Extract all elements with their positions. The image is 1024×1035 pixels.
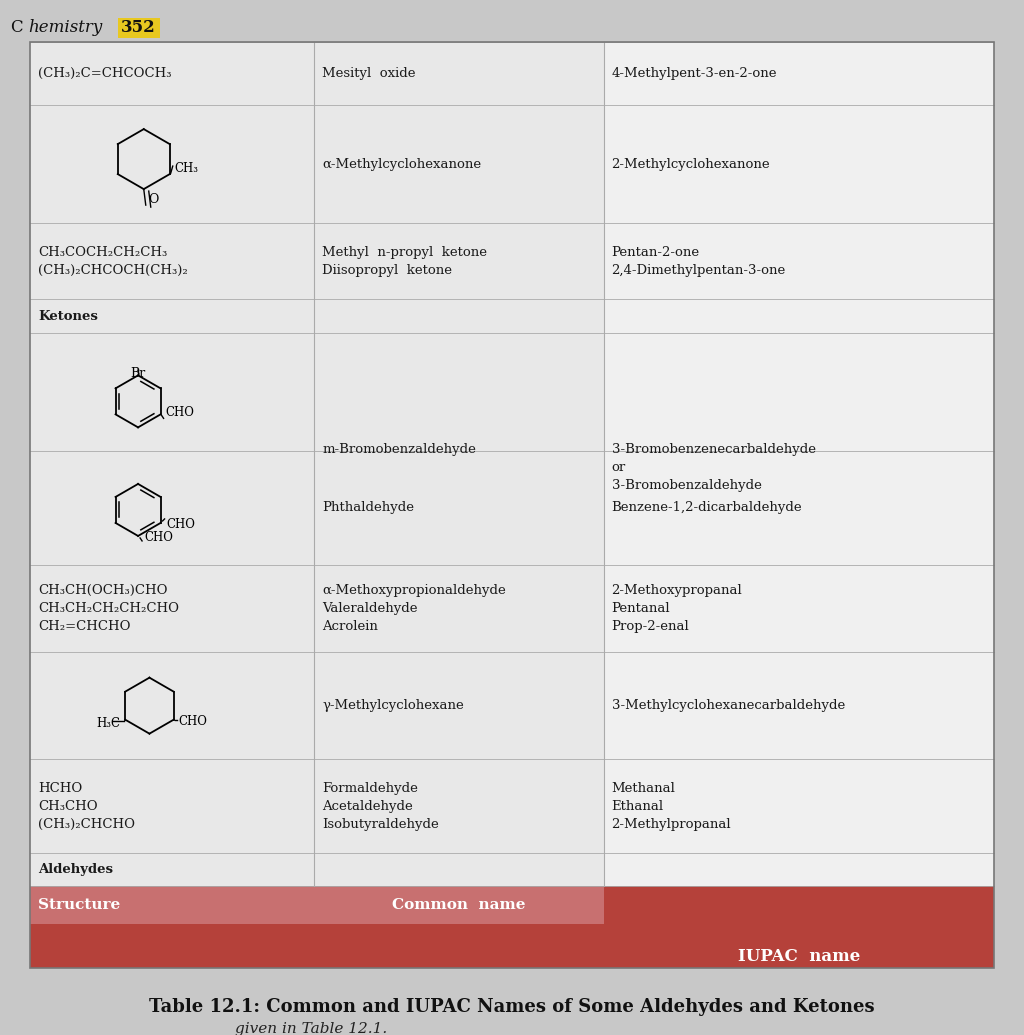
- Text: C: C: [10, 20, 23, 36]
- Text: Methanal
Ethanal
2-Methylpropanal: Methanal Ethanal 2-Methylpropanal: [611, 781, 731, 831]
- Text: CHO: CHO: [179, 715, 208, 729]
- Text: hemistry: hemistry: [28, 20, 102, 36]
- Text: Ketones: Ketones: [38, 309, 98, 323]
- Text: m-Bromobenzaldehyde: m-Bromobenzaldehyde: [323, 443, 476, 455]
- Text: 2-Methylcyclohexanone: 2-Methylcyclohexanone: [611, 157, 770, 171]
- Text: Aldehydes: Aldehydes: [38, 863, 113, 877]
- Text: CH₃CH(OCH₃)CHO
CH₃CH₂CH₂CH₂CHO
CH₂=CHCHO: CH₃CH(OCH₃)CHO CH₃CH₂CH₂CH₂CHO CH₂=CHCHO: [38, 584, 179, 633]
- Text: IUPAC  name: IUPAC name: [737, 948, 860, 965]
- Text: α-Methylcyclohexanone: α-Methylcyclohexanone: [323, 157, 481, 171]
- Text: CHO: CHO: [144, 531, 173, 544]
- Text: 352: 352: [121, 20, 156, 36]
- Text: Common  name: Common name: [392, 898, 525, 912]
- Text: CH₃COCH₂CH₂CH₃
(CH₃)₂CHCOCH(CH₃)₂: CH₃COCH₂CH₂CH₃ (CH₃)₂CHCOCH(CH₃)₂: [38, 245, 187, 276]
- Bar: [30, 886, 603, 924]
- Bar: [30, 42, 994, 968]
- Text: Structure: Structure: [38, 898, 120, 912]
- Text: CHO: CHO: [166, 407, 195, 419]
- Text: γ-Methylcyclohexane: γ-Methylcyclohexane: [323, 700, 464, 712]
- Bar: [30, 886, 994, 968]
- Text: Benzene-1,2-dicarbaldehyde: Benzene-1,2-dicarbaldehyde: [611, 501, 802, 514]
- Text: Mesityl  oxide: Mesityl oxide: [323, 67, 416, 80]
- Text: CHO: CHO: [167, 518, 196, 531]
- Text: HCHO
CH₃CHO
(CH₃)₂CHCHO: HCHO CH₃CHO (CH₃)₂CHCHO: [38, 781, 135, 831]
- Text: Br: Br: [130, 367, 145, 381]
- Text: Phthaldehyde: Phthaldehyde: [323, 501, 415, 514]
- Text: α-Methoxypropionaldehyde
Valeraldehyde
Acrolein: α-Methoxypropionaldehyde Valeraldehyde A…: [323, 584, 506, 633]
- Bar: [30, 42, 994, 886]
- Text: Methyl  n-propyl  ketone
Diisopropyl  ketone: Methyl n-propyl ketone Diisopropyl keton…: [323, 245, 487, 276]
- Text: 3-Bromobenzenecarbaldehyde
or
3-Bromobenzaldehyde: 3-Bromobenzenecarbaldehyde or 3-Bromoben…: [611, 443, 815, 492]
- Text: O: O: [147, 194, 158, 206]
- Text: given in Table 12.1.: given in Table 12.1.: [234, 1022, 387, 1035]
- Text: Chemistry: Chemistry: [115, 20, 202, 36]
- Text: H₃C: H₃C: [96, 717, 120, 730]
- Bar: [603, 42, 994, 886]
- Text: 2-Methoxypropanal
Pentanal
Prop-2-enal: 2-Methoxypropanal Pentanal Prop-2-enal: [611, 584, 742, 633]
- Text: CH₃: CH₃: [175, 162, 199, 175]
- Bar: [118, 18, 160, 38]
- Text: Pentan-2-one
2,4-Dimethylpentan-3-one: Pentan-2-one 2,4-Dimethylpentan-3-one: [611, 245, 785, 276]
- Text: Formaldehyde
Acetaldehyde
Isobutyraldehyde: Formaldehyde Acetaldehyde Isobutyraldehy…: [323, 781, 439, 831]
- Text: 3-Methylcyclohexanecarbaldehyde: 3-Methylcyclohexanecarbaldehyde: [611, 700, 845, 712]
- Text: (CH₃)₂C=CHCOCH₃: (CH₃)₂C=CHCOCH₃: [38, 67, 171, 80]
- Text: Table 12.1: Common and IUPAC Names of Some Aldehydes and Ketones: Table 12.1: Common and IUPAC Names of So…: [150, 998, 874, 1016]
- Text: 4-Methylpent-3-en-2-one: 4-Methylpent-3-en-2-one: [611, 67, 777, 80]
